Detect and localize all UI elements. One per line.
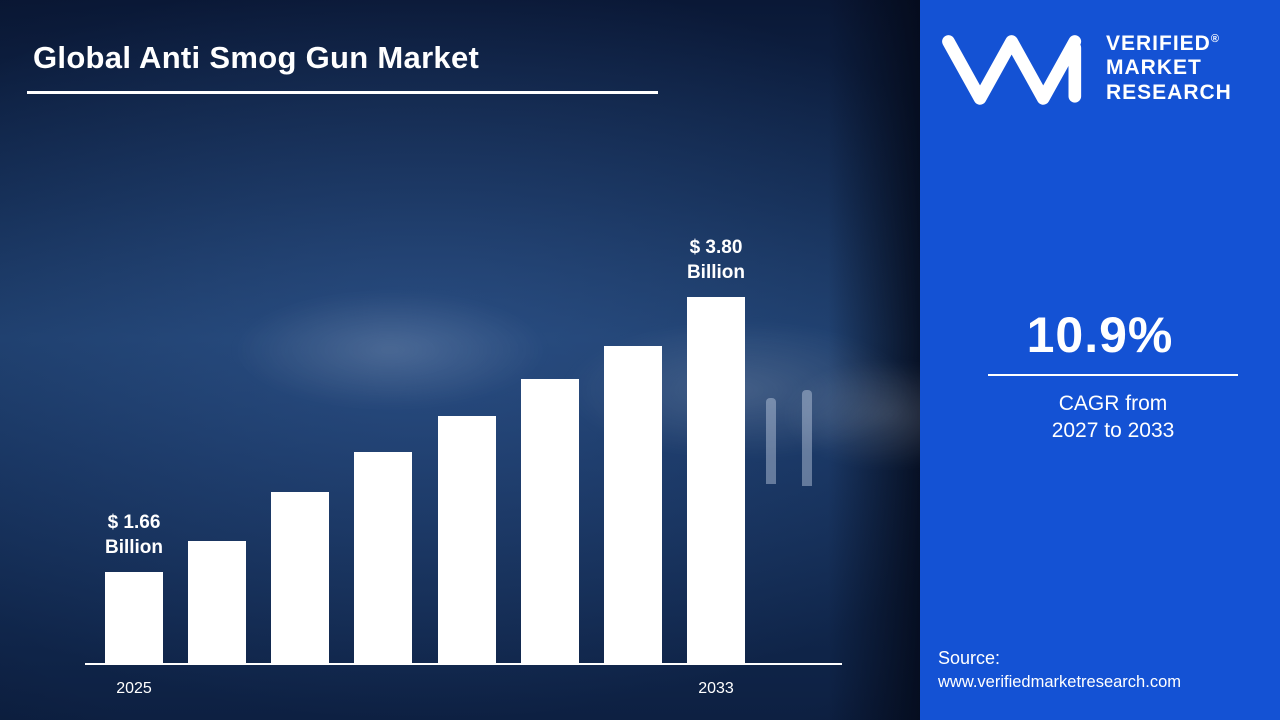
title-underline xyxy=(27,91,658,94)
bar xyxy=(520,379,579,664)
bar-value-label: $ 3.80 Billion xyxy=(686,236,746,283)
bar-column xyxy=(271,244,330,664)
bar xyxy=(437,416,496,664)
x-axis-label: 2025 xyxy=(116,680,152,697)
brand-line-3: RESEARCH xyxy=(1106,80,1232,104)
cagr-underline xyxy=(988,374,1238,376)
bar-column: $ 3.80 Billion 2033 xyxy=(686,237,745,697)
background-chimney xyxy=(802,390,812,486)
bar xyxy=(354,452,413,664)
source-label: Source: xyxy=(938,648,1001,669)
source-block: Source: www.verifiedmarketresearch.com xyxy=(938,645,1181,692)
cagr-caption-line-1: CAGR from xyxy=(1058,392,1168,415)
bar-column xyxy=(188,244,247,664)
source-url: www.verifiedmarketresearch.com xyxy=(938,673,1181,691)
bar xyxy=(603,346,662,664)
brand-line-2: MARKET xyxy=(1106,56,1202,80)
brand-logo: VERIFIED® MARKET RESEARCH xyxy=(940,28,1232,114)
bar xyxy=(686,297,745,664)
x-axis-label: 2033 xyxy=(698,680,734,697)
page-title: Global Anti Smog Gun Market xyxy=(33,40,480,75)
bar-column xyxy=(437,244,496,664)
bar-value-label: $ 1.66 Billion xyxy=(104,511,164,558)
cagr-value: 10.9% xyxy=(1026,307,1174,363)
bar xyxy=(271,492,330,664)
bar-column xyxy=(520,244,579,664)
bar-column: $ 1.66 Billion 2025 xyxy=(105,244,163,697)
right-panel: VERIFIED® MARKET RESEARCH 10.9% CAGR fro… xyxy=(920,0,1280,720)
bar xyxy=(105,572,163,664)
bar-chart: $ 1.66 Billion 2025 $ 3.80 Billion 2033 xyxy=(105,237,745,697)
brand-line-1: VERIFIED xyxy=(1106,32,1211,55)
cagr-caption-line-2: 2027 to 2033 xyxy=(1051,419,1175,443)
cagr-caption: CAGR from 2027 to 2033 xyxy=(988,390,1238,445)
vmr-logo-icon xyxy=(942,35,1082,105)
bar xyxy=(188,541,247,664)
bar-column xyxy=(354,244,413,664)
x-axis-line xyxy=(85,663,842,665)
bar-column xyxy=(603,244,662,664)
brand-name: VERIFIED® MARKET RESEARCH xyxy=(1106,32,1232,105)
registered-mark: ® xyxy=(1210,33,1219,45)
background-smoke xyxy=(230,290,550,410)
background-chimney xyxy=(766,398,776,484)
